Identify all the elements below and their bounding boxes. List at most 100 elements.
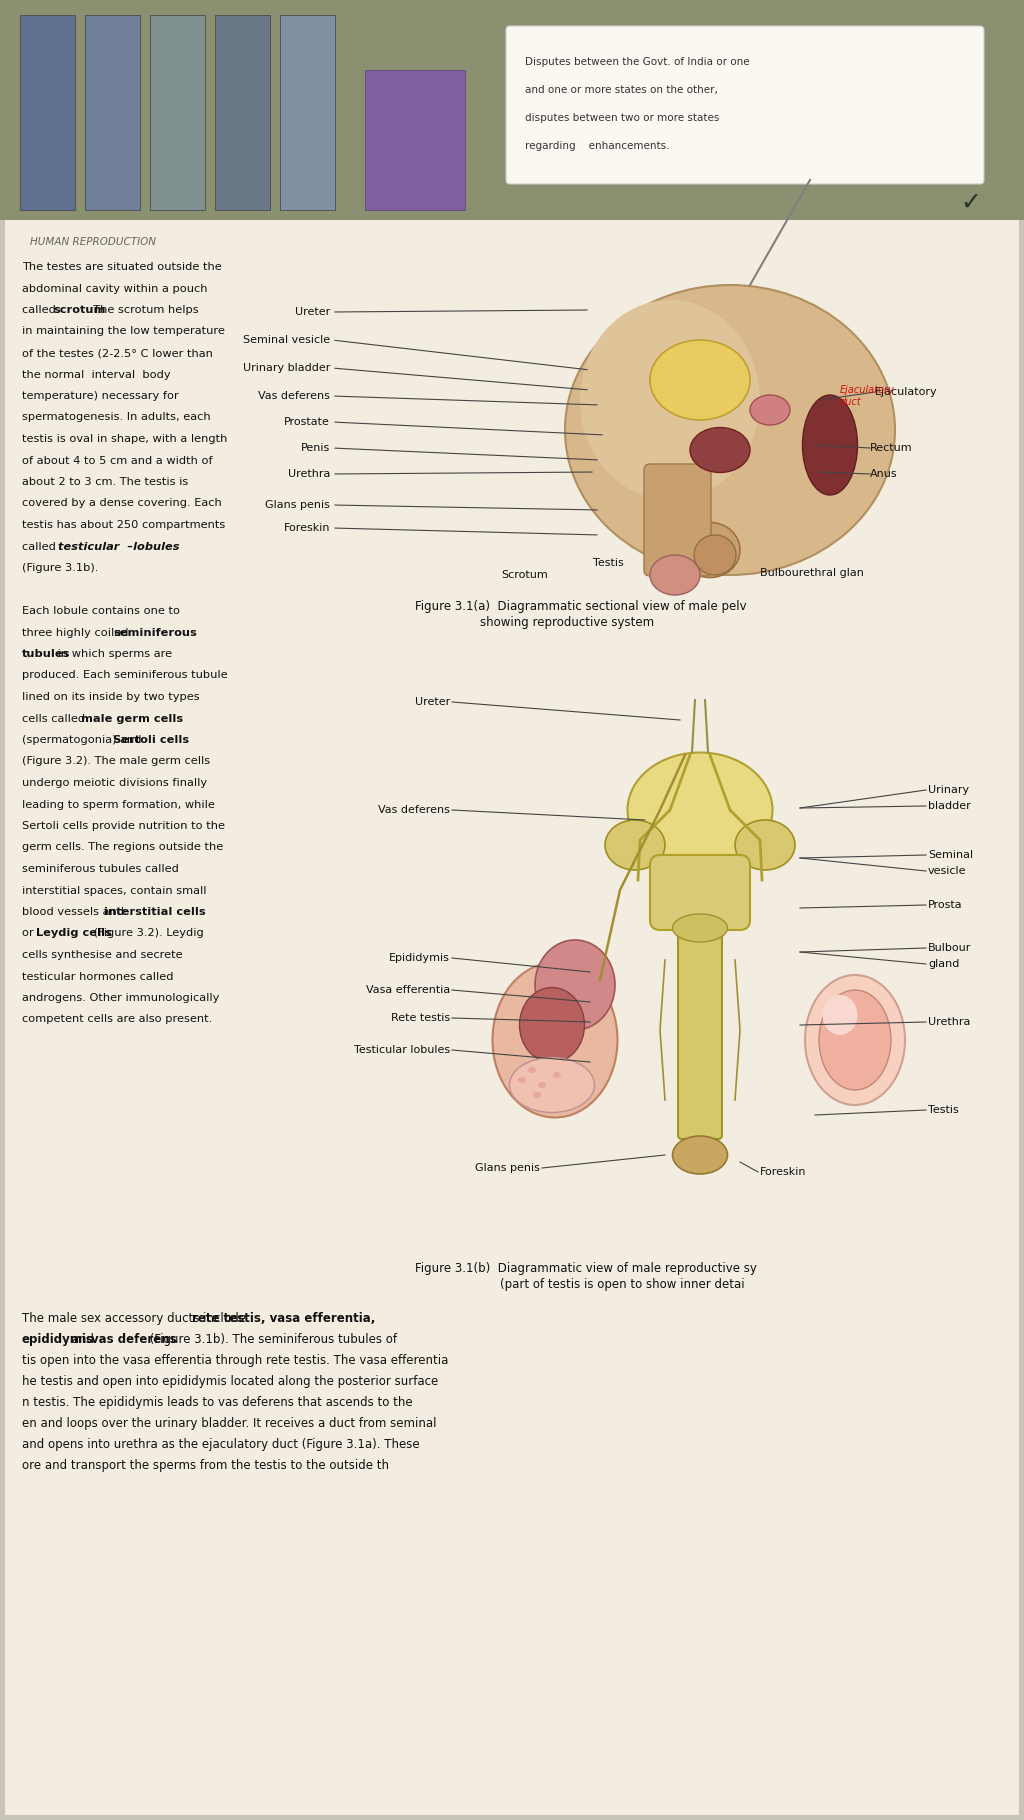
Ellipse shape — [650, 340, 750, 420]
Text: called: called — [22, 306, 59, 315]
Text: (spermatogonia) and: (spermatogonia) and — [22, 735, 145, 744]
Text: competent cells are also present.: competent cells are also present. — [22, 1014, 212, 1025]
Text: Bulbour: Bulbour — [928, 943, 972, 954]
Ellipse shape — [750, 395, 790, 426]
Text: seminiferous: seminiferous — [113, 628, 197, 637]
Bar — [0, 0, 1024, 220]
Text: about 2 to 3 cm. The testis is: about 2 to 3 cm. The testis is — [22, 477, 188, 488]
Text: ore and transport the sperms from the testis to the outside th: ore and transport the sperms from the te… — [22, 1460, 389, 1472]
Text: gland: gland — [928, 959, 959, 968]
FancyBboxPatch shape — [506, 25, 984, 184]
Text: interstitial spaces, contain small: interstitial spaces, contain small — [22, 886, 207, 895]
Text: (Figure 3.2). The male germ cells: (Figure 3.2). The male germ cells — [22, 757, 210, 766]
Text: Glans penis: Glans penis — [475, 1163, 540, 1174]
Text: cells synthesise and secrete: cells synthesise and secrete — [22, 950, 182, 959]
Text: male germ cells: male germ cells — [81, 713, 183, 724]
FancyBboxPatch shape — [644, 464, 711, 575]
Text: and: and — [68, 1332, 97, 1347]
Text: leading to sperm formation, while: leading to sperm formation, while — [22, 799, 215, 810]
Text: spermatogenesis. In adults, each: spermatogenesis. In adults, each — [22, 413, 211, 422]
Text: Vas deferens: Vas deferens — [258, 391, 330, 400]
Ellipse shape — [680, 522, 740, 577]
Text: testicular hormones called: testicular hormones called — [22, 972, 173, 981]
Text: cells called: cells called — [22, 713, 89, 724]
Text: Urinary: Urinary — [928, 784, 969, 795]
Text: of the testes (2-2.5° C lower than: of the testes (2-2.5° C lower than — [22, 348, 213, 359]
Text: Prosta: Prosta — [928, 901, 963, 910]
Text: (Figure 3.2). Leydig: (Figure 3.2). Leydig — [90, 928, 204, 939]
FancyBboxPatch shape — [5, 5, 1019, 1815]
Text: Testis: Testis — [593, 559, 624, 568]
Text: interstitial cells: interstitial cells — [103, 906, 206, 917]
Text: he testis and open into epididymis located along the posterior surface: he testis and open into epididymis locat… — [22, 1374, 438, 1389]
Ellipse shape — [628, 752, 772, 868]
Text: (Figure 3.1b).: (Figure 3.1b). — [22, 562, 98, 573]
Text: Foreskin: Foreskin — [284, 522, 330, 533]
Text: Each lobule contains one to: Each lobule contains one to — [22, 606, 180, 615]
Ellipse shape — [694, 535, 736, 575]
Ellipse shape — [803, 395, 857, 495]
Bar — [365, 69, 465, 209]
Text: tubules: tubules — [22, 650, 71, 659]
Ellipse shape — [538, 1083, 546, 1088]
Text: or: or — [22, 928, 37, 939]
Ellipse shape — [518, 1077, 526, 1083]
Text: of about 4 to 5 cm and a width of: of about 4 to 5 cm and a width of — [22, 455, 213, 466]
Text: Sertoli cells provide nutrition to the: Sertoli cells provide nutrition to the — [22, 821, 225, 832]
Text: rete testis, vasa efferentia,: rete testis, vasa efferentia, — [193, 1312, 376, 1325]
Text: Vasa efferentia: Vasa efferentia — [366, 985, 450, 996]
Text: bladder: bladder — [928, 801, 971, 812]
Text: Urethra: Urethra — [928, 1017, 971, 1026]
Text: Figure 3.1(b)  Diagrammatic view of male reproductive sy: Figure 3.1(b) Diagrammatic view of male … — [415, 1261, 757, 1276]
Text: showing reproductive system: showing reproductive system — [480, 615, 654, 630]
Bar — [150, 15, 205, 209]
Ellipse shape — [553, 1072, 561, 1077]
Text: germ cells. The regions outside the: germ cells. The regions outside the — [22, 843, 223, 852]
Text: Figure 3.1(a)  Diagrammatic sectional view of male pelv: Figure 3.1(a) Diagrammatic sectional vie… — [415, 601, 746, 613]
Ellipse shape — [528, 1067, 536, 1074]
Text: Foreskin: Foreskin — [760, 1167, 807, 1178]
Text: Anus: Anus — [870, 470, 898, 479]
Text: scrotum: scrotum — [54, 306, 106, 315]
Text: Seminal vesicle: Seminal vesicle — [243, 335, 330, 346]
Text: in which sperms are: in which sperms are — [54, 650, 172, 659]
Text: Prostate: Prostate — [284, 417, 330, 428]
Text: Bulbourethral glan: Bulbourethral glan — [760, 568, 864, 579]
Ellipse shape — [673, 914, 727, 943]
Text: testicular  –lobules: testicular –lobules — [58, 542, 180, 551]
Text: and opens into urethra as the ejaculatory duct (Figure 3.1a). These: and opens into urethra as the ejaculator… — [22, 1438, 420, 1451]
Text: en and loops over the urinary bladder. It receives a duct from seminal: en and loops over the urinary bladder. I… — [22, 1418, 436, 1431]
FancyBboxPatch shape — [650, 855, 750, 930]
Text: epididymis: epididymis — [22, 1332, 94, 1347]
Text: disputes between two or more states: disputes between two or more states — [525, 113, 720, 124]
Text: ✓: ✓ — [961, 191, 981, 215]
Text: (Figure 3.1b). The seminiferous tubules of: (Figure 3.1b). The seminiferous tubules … — [146, 1332, 397, 1347]
Bar — [85, 15, 140, 209]
Text: abdominal cavity within a pouch: abdominal cavity within a pouch — [22, 284, 208, 293]
Text: regarding    enhancements.: regarding enhancements. — [525, 140, 670, 151]
Ellipse shape — [565, 286, 895, 575]
Text: testis has about 250 compartments: testis has about 250 compartments — [22, 521, 225, 530]
Text: Ejaculatory
duct: Ejaculatory duct — [840, 386, 895, 408]
Ellipse shape — [690, 428, 750, 473]
Ellipse shape — [535, 939, 615, 1030]
Text: testis is oval in shape, with a length: testis is oval in shape, with a length — [22, 433, 227, 444]
Text: tis open into the vasa efferentia through rete testis. The vasa efferentia: tis open into the vasa efferentia throug… — [22, 1354, 449, 1367]
Text: Leydig cells: Leydig cells — [36, 928, 112, 939]
Text: Ureter: Ureter — [415, 697, 450, 706]
Text: Disputes between the Govt. of India or one: Disputes between the Govt. of India or o… — [525, 56, 750, 67]
Text: Ureter: Ureter — [295, 308, 330, 317]
Text: androgens. Other immunologically: androgens. Other immunologically — [22, 994, 219, 1003]
Ellipse shape — [510, 1057, 595, 1112]
Text: covered by a dense covering. Each: covered by a dense covering. Each — [22, 499, 222, 508]
Text: Testicular lobules: Testicular lobules — [354, 1045, 450, 1056]
Text: produced. Each seminiferous tubule: produced. Each seminiferous tubule — [22, 670, 227, 681]
Ellipse shape — [534, 1092, 541, 1097]
Text: the normal  interval  body: the normal interval body — [22, 369, 171, 380]
Text: Urethra: Urethra — [288, 470, 330, 479]
Text: Urinary bladder: Urinary bladder — [243, 362, 330, 373]
Text: The testes are situated outside the: The testes are situated outside the — [22, 262, 222, 271]
Ellipse shape — [580, 300, 760, 500]
Ellipse shape — [650, 555, 700, 595]
Text: vas deferens: vas deferens — [91, 1332, 176, 1347]
